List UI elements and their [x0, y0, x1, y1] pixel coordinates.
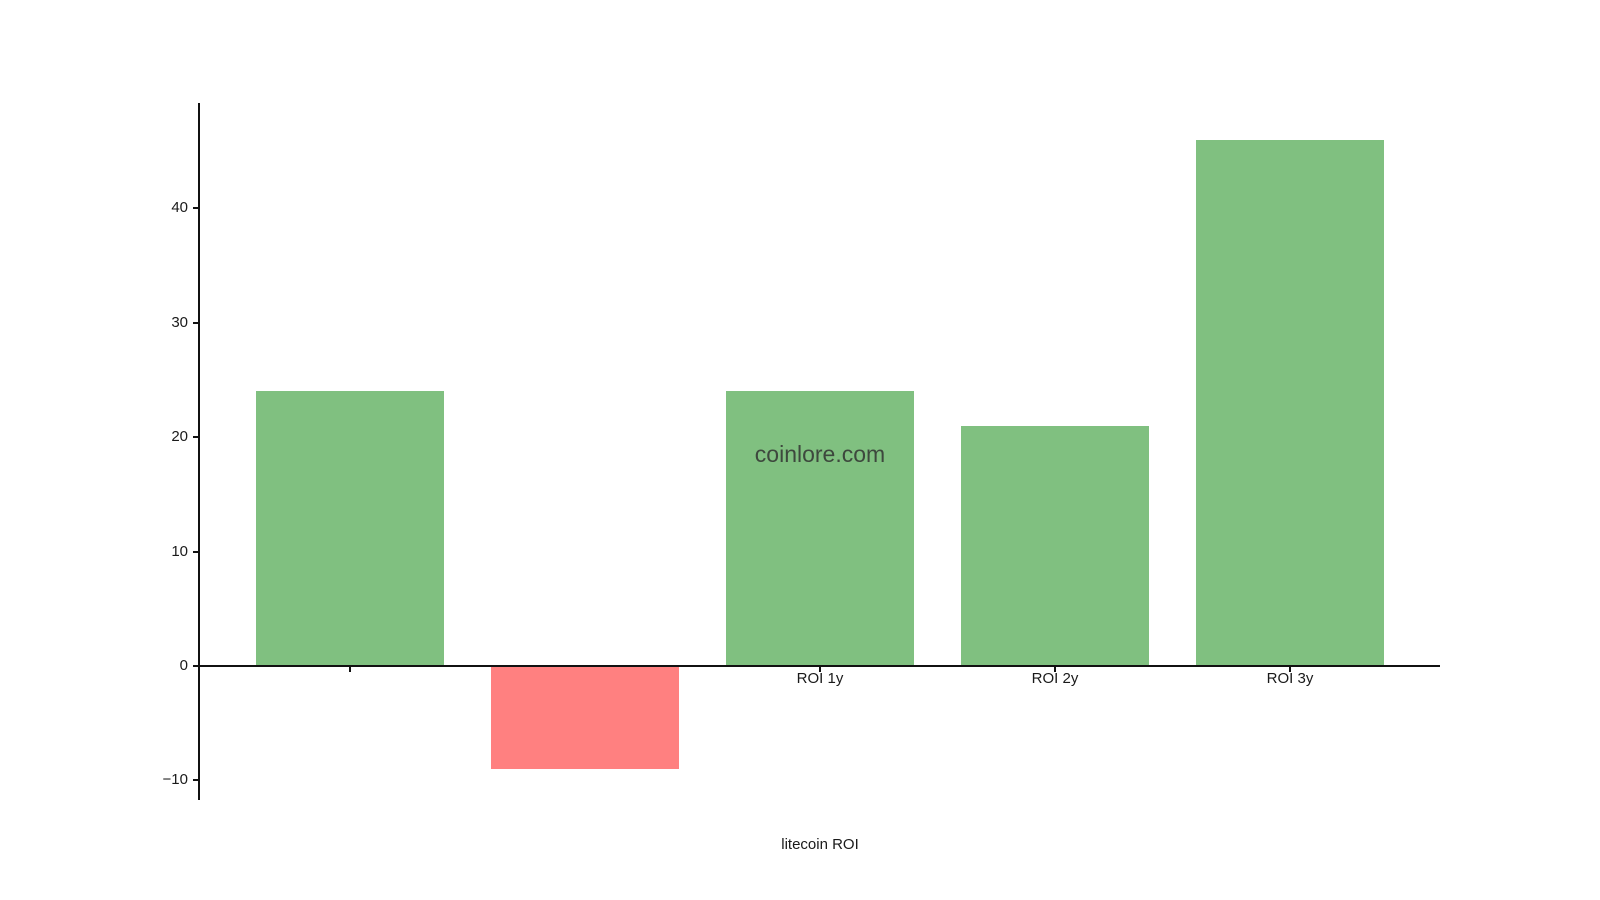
- bar: [961, 425, 1149, 666]
- y-tick: [193, 436, 198, 439]
- y-tick-label: 30: [171, 313, 188, 331]
- x-axis-title: litecoin ROI: [781, 836, 859, 853]
- x-tick: [819, 667, 821, 672]
- x-tick: [349, 667, 351, 672]
- y-tick-label: 40: [171, 199, 188, 217]
- y-tick-label: 20: [171, 428, 188, 446]
- bar: [1196, 139, 1384, 666]
- x-tick-label: ROI 1y: [796, 670, 844, 687]
- y-axis-spine: [198, 103, 200, 800]
- y-tick-label: 0: [179, 657, 188, 674]
- y-tick-label: 10: [171, 542, 188, 560]
- y-tick-label: −10: [162, 771, 188, 789]
- y-tick: [193, 321, 198, 324]
- bar: [256, 391, 444, 666]
- x-tick: [1289, 667, 1291, 672]
- x-axis-line: [198, 665, 1440, 667]
- x-tick-label: ROI 3y: [1266, 670, 1314, 687]
- bar: [491, 666, 679, 769]
- x-tick-label: ROI 2y: [1031, 670, 1079, 687]
- y-tick: [193, 779, 198, 782]
- x-tick: [1054, 667, 1056, 672]
- y-tick: [193, 665, 198, 667]
- watermark-text: coinlore.com: [754, 441, 886, 467]
- y-tick: [193, 207, 198, 210]
- y-tick: [193, 550, 198, 553]
- bar: [726, 391, 914, 666]
